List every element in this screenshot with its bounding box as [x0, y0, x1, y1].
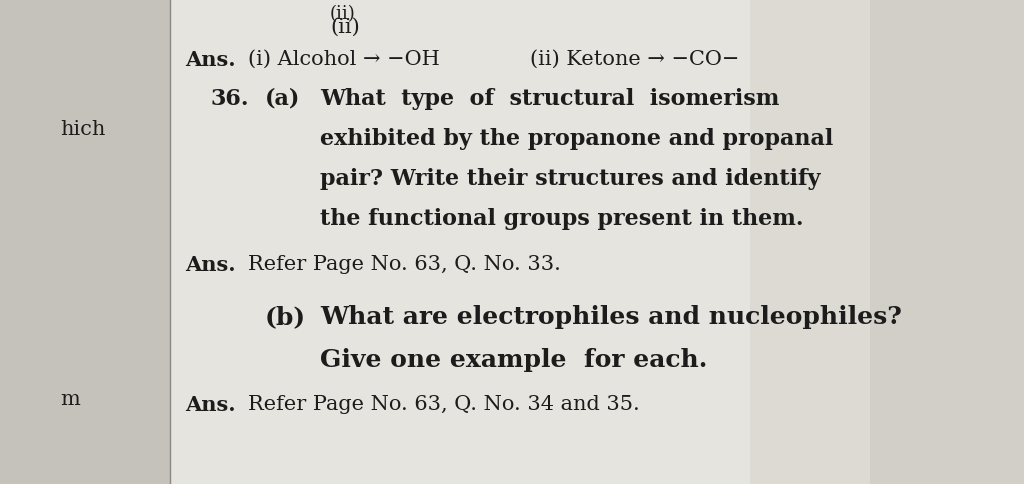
Text: (i) Alcohol → −OH: (i) Alcohol → −OH — [248, 50, 439, 69]
Polygon shape — [0, 0, 170, 484]
Text: Refer Page No. 63, Q. No. 33.: Refer Page No. 63, Q. No. 33. — [248, 255, 561, 274]
Polygon shape — [870, 0, 1024, 484]
Text: Ans.: Ans. — [185, 50, 236, 70]
Text: What are electrophiles and nucleophiles?: What are electrophiles and nucleophiles? — [319, 305, 902, 329]
Text: m: m — [60, 390, 80, 409]
Text: the functional groups present in them.: the functional groups present in them. — [319, 208, 804, 230]
Text: Ans.: Ans. — [185, 395, 236, 415]
Text: pair? Write their structures and identify: pair? Write their structures and identif… — [319, 168, 820, 190]
Text: hich: hich — [60, 120, 105, 139]
Text: (b): (b) — [265, 305, 306, 329]
Text: Ans.: Ans. — [185, 255, 236, 275]
Text: (a): (a) — [265, 88, 300, 110]
Polygon shape — [170, 0, 1024, 484]
Text: What  type  of  structural  isomerism: What type of structural isomerism — [319, 88, 779, 110]
Text: Give one example  for each.: Give one example for each. — [319, 348, 708, 372]
Text: (ii): (ii) — [330, 5, 355, 23]
Text: exhibited by the propanone and propanal: exhibited by the propanone and propanal — [319, 128, 834, 150]
Text: Refer Page No. 63, Q. No. 34 and 35.: Refer Page No. 63, Q. No. 34 and 35. — [248, 395, 640, 414]
Text: 36.: 36. — [210, 88, 249, 110]
Polygon shape — [750, 0, 1024, 484]
Text: (ii): (ii) — [330, 18, 359, 37]
Text: (ii) Ketone → −CO−: (ii) Ketone → −CO− — [530, 50, 739, 69]
